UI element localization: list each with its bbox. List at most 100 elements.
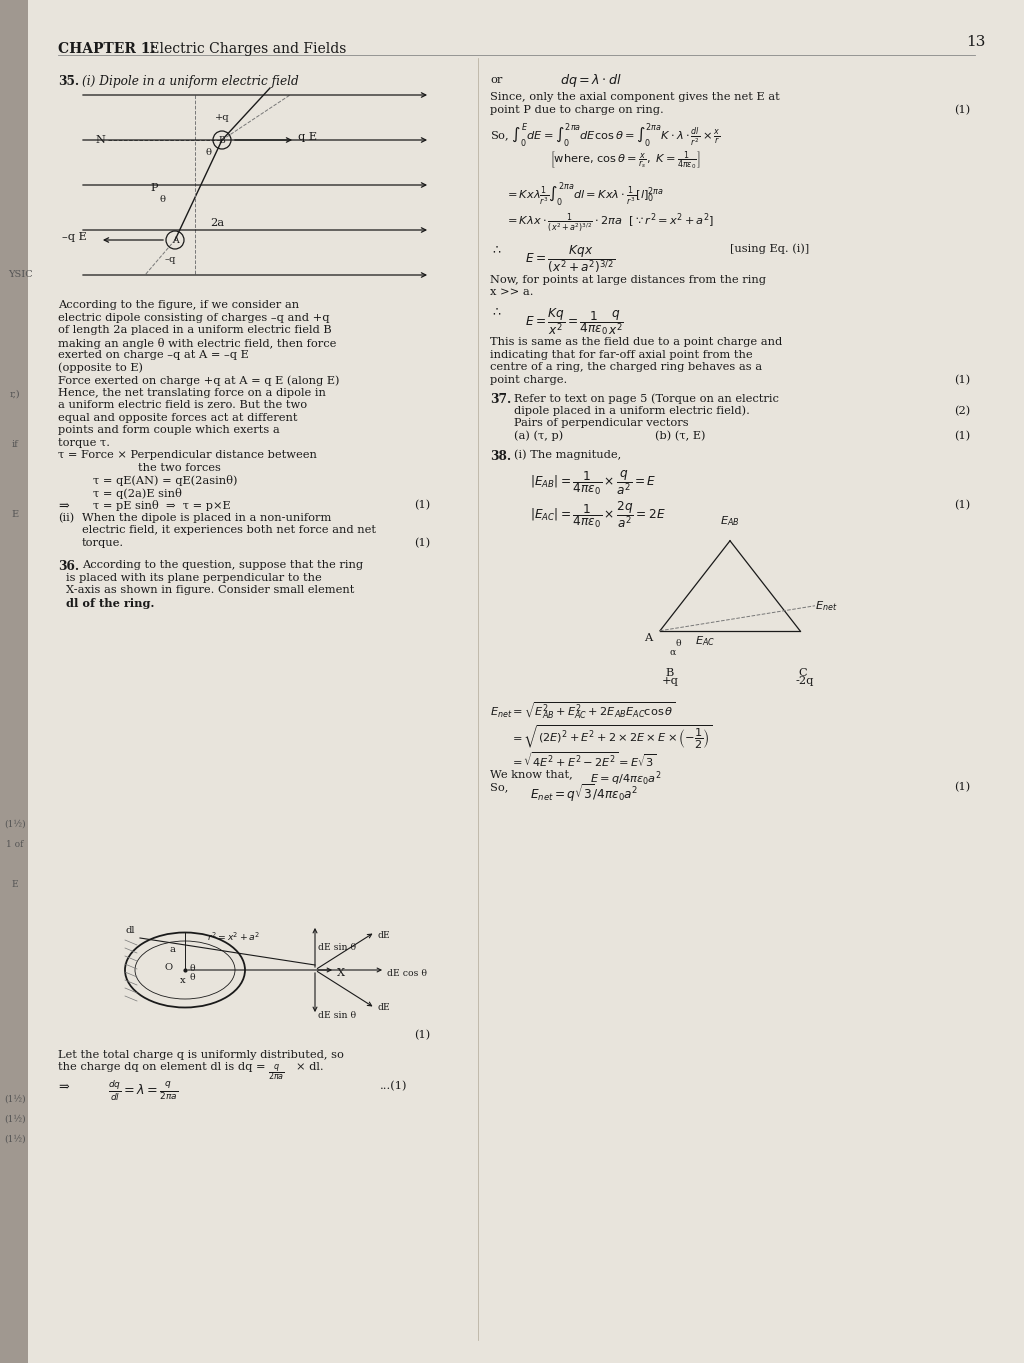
Text: B: B bbox=[665, 668, 674, 677]
Text: torque τ.: torque τ. bbox=[58, 438, 110, 447]
Text: 1 of: 1 of bbox=[6, 840, 24, 849]
Text: × dl.: × dl. bbox=[296, 1063, 324, 1073]
Text: N: N bbox=[95, 135, 105, 144]
Text: dl of the ring.: dl of the ring. bbox=[66, 597, 155, 608]
Text: [using Eq. (i)]: [using Eq. (i)] bbox=[730, 243, 809, 254]
Text: $dq = \lambda \cdot dl$: $dq = \lambda \cdot dl$ bbox=[560, 72, 622, 89]
Text: α: α bbox=[670, 647, 676, 657]
Text: $E_{AC}$: $E_{AC}$ bbox=[695, 634, 715, 647]
Text: $\therefore$: $\therefore$ bbox=[490, 305, 502, 319]
Text: +q: +q bbox=[215, 113, 229, 123]
Text: $\left[\text{where, }\cos\theta = \frac{x}{r_s},\ K = \frac{1}{4\pi\varepsilon_0: $\left[\text{where, }\cos\theta = \frac{… bbox=[550, 150, 700, 172]
Text: 36.: 36. bbox=[58, 560, 79, 572]
Text: (i) Dipole in a uniform electric field: (i) Dipole in a uniform electric field bbox=[82, 75, 299, 89]
Text: θ: θ bbox=[190, 964, 196, 973]
Text: $\frac{q}{2\pi a}$: $\frac{q}{2\pi a}$ bbox=[268, 1063, 285, 1082]
Text: P: P bbox=[151, 183, 158, 194]
Text: According to the question, suppose that the ring: According to the question, suppose that … bbox=[82, 560, 364, 570]
Text: (1): (1) bbox=[953, 431, 970, 442]
Text: (1½): (1½) bbox=[4, 821, 26, 829]
Text: τ = q(2a)E sinθ: τ = q(2a)E sinθ bbox=[93, 488, 182, 499]
Text: $|E_{AB}| = \dfrac{1}{4\pi\varepsilon_0} \times \dfrac{q}{a^2} = E$: $|E_{AB}| = \dfrac{1}{4\pi\varepsilon_0}… bbox=[530, 469, 656, 497]
Text: $E_{AB}$: $E_{AB}$ bbox=[720, 514, 739, 527]
Text: the two forces: the two forces bbox=[138, 462, 221, 473]
Text: (1): (1) bbox=[953, 105, 970, 114]
Text: τ = Force × Perpendicular distance between: τ = Force × Perpendicular distance betwe… bbox=[58, 450, 316, 459]
Text: ...(1): ...(1) bbox=[380, 1081, 408, 1092]
Text: dE: dE bbox=[377, 931, 390, 939]
Text: (1): (1) bbox=[414, 537, 430, 548]
Text: E: E bbox=[11, 880, 18, 889]
Text: Since, only the axial component gives the net E at: Since, only the axial component gives th… bbox=[490, 91, 779, 102]
Text: if: if bbox=[11, 440, 18, 448]
Text: So,: So, bbox=[490, 782, 508, 792]
Text: θ: θ bbox=[206, 149, 212, 157]
Text: (i) The magnitude,: (i) The magnitude, bbox=[514, 450, 622, 461]
Text: $\therefore$: $\therefore$ bbox=[490, 243, 502, 256]
Text: is placed with its plane perpendicular to the: is placed with its plane perpendicular t… bbox=[66, 572, 322, 582]
Text: a uniform electric field is zero. But the two: a uniform electric field is zero. But th… bbox=[58, 399, 307, 410]
Text: (1½): (1½) bbox=[4, 1135, 26, 1144]
Text: torque.: torque. bbox=[82, 537, 124, 548]
Text: Hence, the net translating force on a dipole in: Hence, the net translating force on a di… bbox=[58, 387, 326, 398]
Text: (2): (2) bbox=[953, 406, 970, 416]
Text: Pairs of perpendicular vectors: Pairs of perpendicular vectors bbox=[514, 418, 688, 428]
Text: θ: θ bbox=[160, 195, 166, 204]
Text: 2a: 2a bbox=[210, 218, 224, 228]
Text: A: A bbox=[172, 236, 178, 244]
Text: making an angle θ with electric field, then force: making an angle θ with electric field, t… bbox=[58, 338, 336, 349]
Text: When the dipole is placed in a non-uniform: When the dipole is placed in a non-unifo… bbox=[82, 512, 332, 522]
Text: $E = \dfrac{Kq}{x^2} = \dfrac{1}{4\pi\varepsilon_0}\dfrac{q}{x^2}$: $E = \dfrac{Kq}{x^2} = \dfrac{1}{4\pi\va… bbox=[525, 305, 624, 337]
Text: (1): (1) bbox=[953, 782, 970, 792]
Text: We know that,: We know that, bbox=[490, 770, 572, 780]
Text: centre of a ring, the charged ring behaves as a: centre of a ring, the charged ring behav… bbox=[490, 363, 762, 372]
Text: points and form couple which exerts a: points and form couple which exerts a bbox=[58, 425, 280, 435]
Text: dE: dE bbox=[377, 1003, 390, 1013]
Text: -2q: -2q bbox=[796, 676, 814, 686]
Text: C: C bbox=[798, 668, 807, 677]
Text: r,): r,) bbox=[9, 390, 20, 399]
Text: Force exerted on charge +q at A = q E (along E): Force exerted on charge +q at A = q E (a… bbox=[58, 375, 340, 386]
Text: a: a bbox=[169, 946, 175, 954]
Text: $= K\lambda x \cdot \frac{1}{(x^2+a^2)^{3/2}} \cdot 2\pi a\ \ [\because r^2 = x^: $= K\lambda x \cdot \frac{1}{(x^2+a^2)^{… bbox=[505, 213, 715, 236]
Text: 35.: 35. bbox=[58, 75, 79, 89]
Text: (1): (1) bbox=[953, 499, 970, 510]
Text: 38.: 38. bbox=[490, 450, 511, 462]
Text: (a) (τ, p): (a) (τ, p) bbox=[514, 431, 563, 442]
Text: dl: dl bbox=[126, 925, 135, 935]
Text: B: B bbox=[219, 135, 225, 144]
Text: $E_{net} = q\sqrt{3}/4\pi\varepsilon_0 a^2$: $E_{net} = q\sqrt{3}/4\pi\varepsilon_0 a… bbox=[530, 782, 638, 804]
Text: O: O bbox=[165, 962, 173, 972]
Text: 13: 13 bbox=[966, 35, 985, 49]
Text: x: x bbox=[180, 976, 185, 985]
Text: (ii): (ii) bbox=[58, 512, 75, 523]
Text: dE cos θ: dE cos θ bbox=[387, 969, 427, 977]
Text: $= \sqrt{(2E)^2 + E^2 + 2\times 2E \times E \times \left(-\dfrac{1}{2}\right)}$: $= \sqrt{(2E)^2 + E^2 + 2\times 2E \time… bbox=[510, 724, 713, 750]
Text: q E: q E bbox=[298, 132, 317, 142]
Text: electric dipole consisting of charges –q and +q: electric dipole consisting of charges –q… bbox=[58, 312, 330, 323]
Text: Now, for points at large distances from the ring: Now, for points at large distances from … bbox=[490, 274, 766, 285]
Text: $= \sqrt{4E^2 + E^2 - 2E^2} = E\sqrt{3}$: $= \sqrt{4E^2 + E^2 - 2E^2} = E\sqrt{3}$ bbox=[510, 751, 656, 770]
Text: –q E: –q E bbox=[62, 232, 87, 243]
Text: dipole placed in a uniform electric field).: dipole placed in a uniform electric fiel… bbox=[514, 406, 750, 416]
Text: $E_{net} = \sqrt{E_{AB}^2 + E_{AC}^2 + 2E_{AB}E_{AC}\cos\theta}$: $E_{net} = \sqrt{E_{AB}^2 + E_{AC}^2 + 2… bbox=[490, 701, 675, 721]
Text: According to the figure, if we consider an: According to the figure, if we consider … bbox=[58, 300, 299, 309]
Text: Electric Charges and Fields: Electric Charges and Fields bbox=[145, 42, 346, 56]
Text: $E_{net}$: $E_{net}$ bbox=[815, 598, 838, 612]
Text: (opposite to E): (opposite to E) bbox=[58, 363, 143, 373]
Text: E: E bbox=[11, 510, 18, 519]
Text: X: X bbox=[337, 968, 345, 979]
Text: +q: +q bbox=[662, 676, 679, 686]
Text: θ: θ bbox=[675, 639, 681, 647]
Text: YSIC: YSIC bbox=[8, 270, 33, 279]
Bar bbox=[0, 0, 28, 1363]
Text: ⇒: ⇒ bbox=[58, 1081, 69, 1094]
Text: So, $\int_0^E dE = \int_0^{2\pi a} dE\cos\theta = \int_0^{2\pi a} K\cdot\lambda\: So, $\int_0^E dE = \int_0^{2\pi a} dE\co… bbox=[490, 123, 721, 150]
Text: τ = qE(AN) = qE(2asinθ): τ = qE(AN) = qE(2asinθ) bbox=[93, 474, 238, 487]
Text: $|E_{AC}| = \dfrac{1}{4\pi\varepsilon_0} \times \dfrac{2q}{a^2} = 2E$: $|E_{AC}| = \dfrac{1}{4\pi\varepsilon_0}… bbox=[530, 499, 666, 530]
Text: $= Kx\lambda \frac{1}{r^3}\int_0^{2\pi a} dl = Kx\lambda \cdot \frac{1}{r^3}[l]_: $= Kx\lambda \frac{1}{r^3}\int_0^{2\pi a… bbox=[505, 181, 664, 209]
Text: the charge dq on element dl is dq =: the charge dq on element dl is dq = bbox=[58, 1063, 265, 1073]
Text: equal and opposite forces act at different: equal and opposite forces act at differe… bbox=[58, 413, 298, 423]
Text: of length 2a placed in a uniform electric field B: of length 2a placed in a uniform electri… bbox=[58, 324, 332, 335]
Text: or: or bbox=[490, 75, 503, 85]
